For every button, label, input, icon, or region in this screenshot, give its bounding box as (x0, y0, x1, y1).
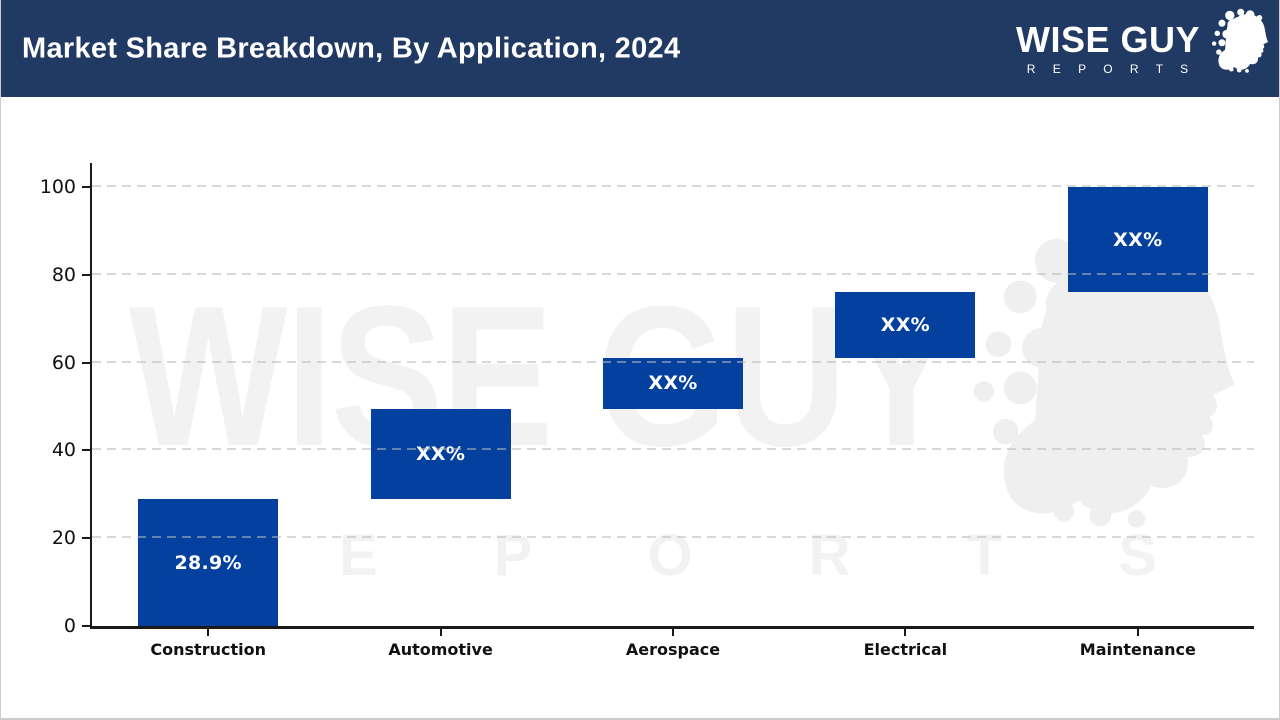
y-axis-spine (90, 163, 92, 629)
wiseguy-logo: WISE GUY R E P O R T S (1016, 6, 1272, 92)
y-tick-60 (82, 361, 90, 364)
bar-value-label: XX% (648, 372, 698, 395)
x-tick-automotive (439, 629, 442, 636)
y-tick-label-80: 80 (51, 263, 76, 286)
gridline-40 (92, 448, 1254, 451)
y-tick-label-60: 60 (51, 351, 76, 374)
bar-value-label: XX% (415, 442, 466, 465)
bar-electrical: XX% (835, 292, 976, 359)
bar-aerospace: XX% (603, 358, 743, 409)
y-tick-80 (82, 273, 90, 276)
bar-construction: 28.9% (138, 499, 279, 626)
bar-value-label: XX% (1113, 228, 1163, 251)
y-tick-100 (82, 186, 90, 188)
plot-area: 0 20 40 60 80 100 28.9% Construction XX% Automoti… (40, 163, 1254, 659)
x-tick-maintenance (1136, 629, 1139, 636)
logo-subtext: R E P O R T S (1026, 62, 1196, 76)
bar-maintenance: XX% (1067, 187, 1208, 293)
x-category-label: Electrical (863, 640, 948, 659)
y-tick-label-100: 100 (39, 176, 76, 198)
y-tick-label-0: 0 (63, 615, 76, 637)
gridline-60 (92, 360, 1254, 363)
header-bar: Market Share Breakdown, By Application, … (1, 0, 1279, 97)
x-category-label: Maintenance (1079, 640, 1196, 659)
x-axis-spine (90, 626, 1254, 629)
x-tick-electrical (904, 629, 907, 636)
bar-value-label: XX% (880, 314, 931, 337)
gridline-20 (92, 536, 1254, 539)
bar-value-label: 28.9% (174, 551, 242, 574)
x-category-label: Construction (150, 640, 266, 659)
logo-wordmark: WISE GUY (1015, 19, 1200, 60)
x-category-label: Aerospace (625, 640, 721, 659)
gridline-100 (92, 185, 1254, 187)
y-tick-40 (82, 449, 90, 452)
x-category-label: Automotive (388, 640, 493, 659)
chart-title: Market Share Breakdown, By Application, … (22, 32, 681, 64)
y-tick-20 (82, 537, 90, 540)
y-tick-label-40: 40 (51, 439, 76, 462)
bar-automotive: XX% (370, 408, 511, 500)
x-tick-aerospace (672, 629, 674, 636)
y-tick-label-20: 20 (51, 527, 76, 550)
x-tick-construction (207, 629, 210, 636)
logo-face-icon (1211, 8, 1269, 73)
gridline-80 (92, 272, 1254, 275)
y-tick-0 (82, 625, 90, 627)
